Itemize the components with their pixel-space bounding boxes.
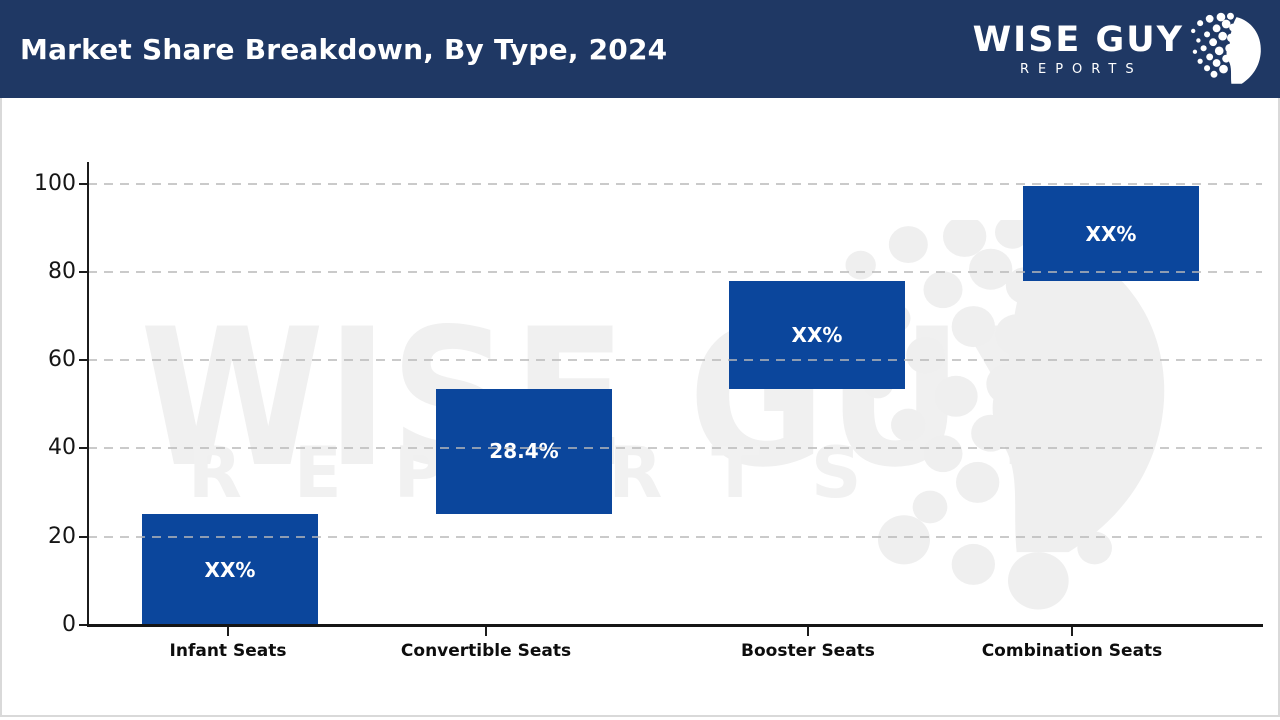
- x-label-infant-seats: Infant Seats: [169, 641, 287, 661]
- x-tick-3: [807, 627, 809, 636]
- brand-logo-text: WISE GUY REPORTS: [972, 20, 1184, 78]
- bar-value-label: 28.4%: [489, 439, 559, 464]
- y-tick-0: [79, 624, 88, 626]
- gridline-100: [88, 182, 1262, 185]
- bar-value-label: XX%: [204, 557, 256, 582]
- brand-face-icon: [1191, 12, 1261, 84]
- brand-logo-line1: WISE GUY: [972, 20, 1184, 60]
- x-label-booster-seats: Booster Seats: [741, 641, 875, 661]
- bar-value-label: XX%: [1085, 221, 1137, 246]
- x-label-convertible-seats: Convertible Seats: [400, 641, 572, 661]
- gridline-20: [88, 535, 1262, 538]
- x-tick-2: [485, 627, 487, 636]
- bar-value-label: XX%: [791, 322, 843, 347]
- y-tick-40: [79, 447, 88, 450]
- y-tick-100: [79, 182, 88, 185]
- y-tick-60: [79, 359, 88, 362]
- chart-title: Market Share Breakdown, By Type, 2024: [20, 32, 668, 66]
- x-tick-1: [227, 627, 229, 636]
- y-tick-label-40: 40: [48, 435, 76, 461]
- gridline-80: [88, 270, 1262, 273]
- x-tick-4: [1071, 627, 1073, 636]
- gridline-60: [88, 359, 1262, 362]
- y-axis-spine: [87, 162, 89, 626]
- bar-convertible-seats: 28.4%: [436, 388, 612, 515]
- x-axis-spine: [87, 624, 1263, 627]
- y-tick-label-0: 0: [62, 612, 76, 637]
- x-label-combination-seats: Combination Seats: [981, 641, 1163, 661]
- y-tick-label-100: 100: [34, 170, 76, 196]
- y-tick-80: [79, 270, 88, 273]
- bar-infant-seats: XX%: [142, 514, 318, 625]
- watermark-face-icon: [845, 220, 1165, 610]
- y-tick-label-60: 60: [48, 347, 76, 373]
- watermark-text: WISE GUY: [140, 288, 1088, 509]
- header-band: Market Share Breakdown, By Type, 2024 WI…: [0, 0, 1280, 98]
- gridline-40: [88, 447, 1262, 450]
- y-tick-label-80: 80: [48, 258, 76, 284]
- brand-logo-line2: REPORTS: [1019, 62, 1143, 77]
- brand-logo: WISE GUY REPORTS: [973, 8, 1266, 92]
- y-tick-20: [79, 535, 88, 538]
- bar-combination-seats: XX%: [1023, 186, 1199, 282]
- bar-booster-seats: XX%: [729, 281, 905, 389]
- y-tick-label-20: 20: [48, 523, 76, 549]
